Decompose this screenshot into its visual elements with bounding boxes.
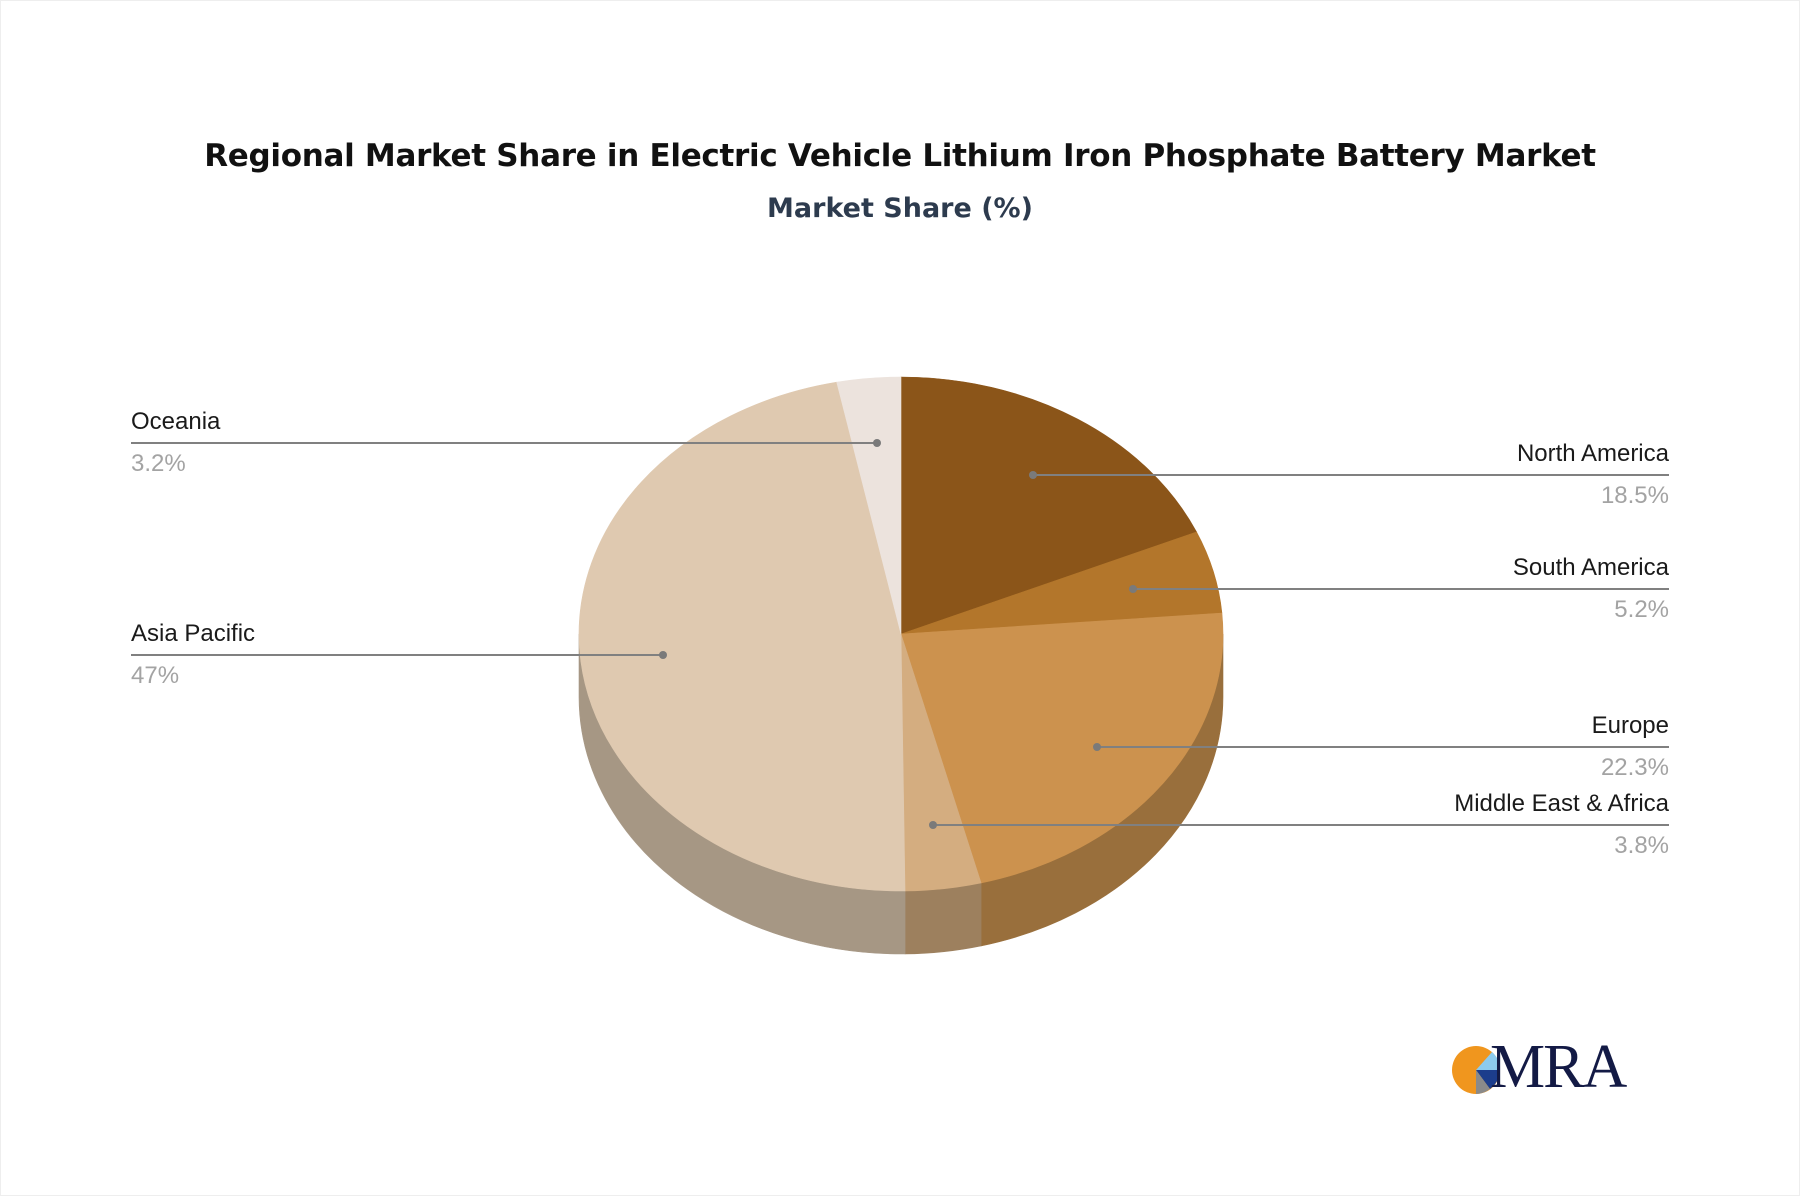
label-north-america: North America — [1516, 440, 1669, 467]
value-middle-east-africa: 3.8% — [1614, 832, 1669, 859]
pie-top-face — [578, 376, 1224, 892]
pie-slice-asia-pacific[interactable] — [578, 381, 906, 892]
pie-side-middle-east-africa — [904, 882, 982, 955]
label-south-america: South America — [1512, 554, 1669, 581]
value-europe: 22.3% — [1600, 754, 1669, 781]
pie-slice-oceania[interactable] — [836, 376, 902, 635]
value-oceania: 3.2% — [131, 450, 186, 477]
mra-logo: MRA — [1450, 1036, 1640, 1100]
chart-subtitle: Market Share (%) — [767, 193, 1033, 224]
label-oceania: Oceania — [131, 408, 221, 435]
label-asia-pacific: Asia Pacific — [131, 620, 256, 647]
europe-marker-dot — [1093, 743, 1101, 751]
leader-lines — [131, 439, 1669, 829]
label-middle-east-africa: Middle East & Africa — [1454, 790, 1669, 817]
pie-slice-north-america[interactable] — [900, 376, 1197, 635]
pie-logo-icon — [1452, 1046, 1501, 1094]
value-south-america: 5.2% — [1614, 596, 1669, 623]
value-asia-pacific: 47% — [131, 662, 180, 689]
logo-text: MRA — [1490, 1033, 1627, 1101]
value-north-america: 18.5% — [1600, 482, 1669, 509]
asia-pacific-marker-dot — [659, 651, 667, 659]
oceania-marker-dot — [873, 439, 881, 447]
south-america-marker-dot — [1129, 585, 1137, 593]
pie-slice-europe[interactable] — [900, 612, 1224, 884]
chart-title: Regional Market Share in Electric Vehicl… — [204, 138, 1596, 174]
label-europe: Europe — [1591, 712, 1669, 739]
north-america-marker-dot — [1029, 471, 1037, 479]
mea-marker-dot — [929, 821, 937, 829]
